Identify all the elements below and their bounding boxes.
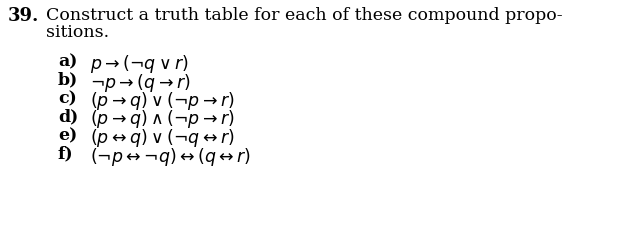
Text: e): e) (58, 127, 77, 144)
Text: b): b) (58, 72, 79, 88)
Text: 39.: 39. (8, 7, 39, 25)
Text: $(\neg p \leftrightarrow \neg q) \leftrightarrow (q \leftrightarrow r)$: $(\neg p \leftrightarrow \neg q) \leftri… (90, 146, 251, 167)
Text: $(p \rightarrow q) \vee (\neg p \rightarrow r)$: $(p \rightarrow q) \vee (\neg p \rightar… (90, 90, 234, 112)
Text: $(p \leftrightarrow q) \vee (\neg q \leftrightarrow r)$: $(p \leftrightarrow q) \vee (\neg q \lef… (90, 127, 234, 149)
Text: f): f) (58, 146, 73, 162)
Text: $\neg p \rightarrow (q \rightarrow r)$: $\neg p \rightarrow (q \rightarrow r)$ (90, 72, 191, 94)
Text: sitions.: sitions. (46, 24, 109, 41)
Text: a): a) (58, 53, 77, 70)
Text: $p \rightarrow (\neg q \vee r)$: $p \rightarrow (\neg q \vee r)$ (90, 53, 189, 75)
Text: d): d) (58, 108, 79, 126)
Text: Construct a truth table for each of these compound propo-: Construct a truth table for each of thes… (46, 7, 563, 24)
Text: c): c) (58, 90, 77, 107)
Text: $(p \rightarrow q) \wedge (\neg p \rightarrow r)$: $(p \rightarrow q) \wedge (\neg p \right… (90, 108, 234, 130)
